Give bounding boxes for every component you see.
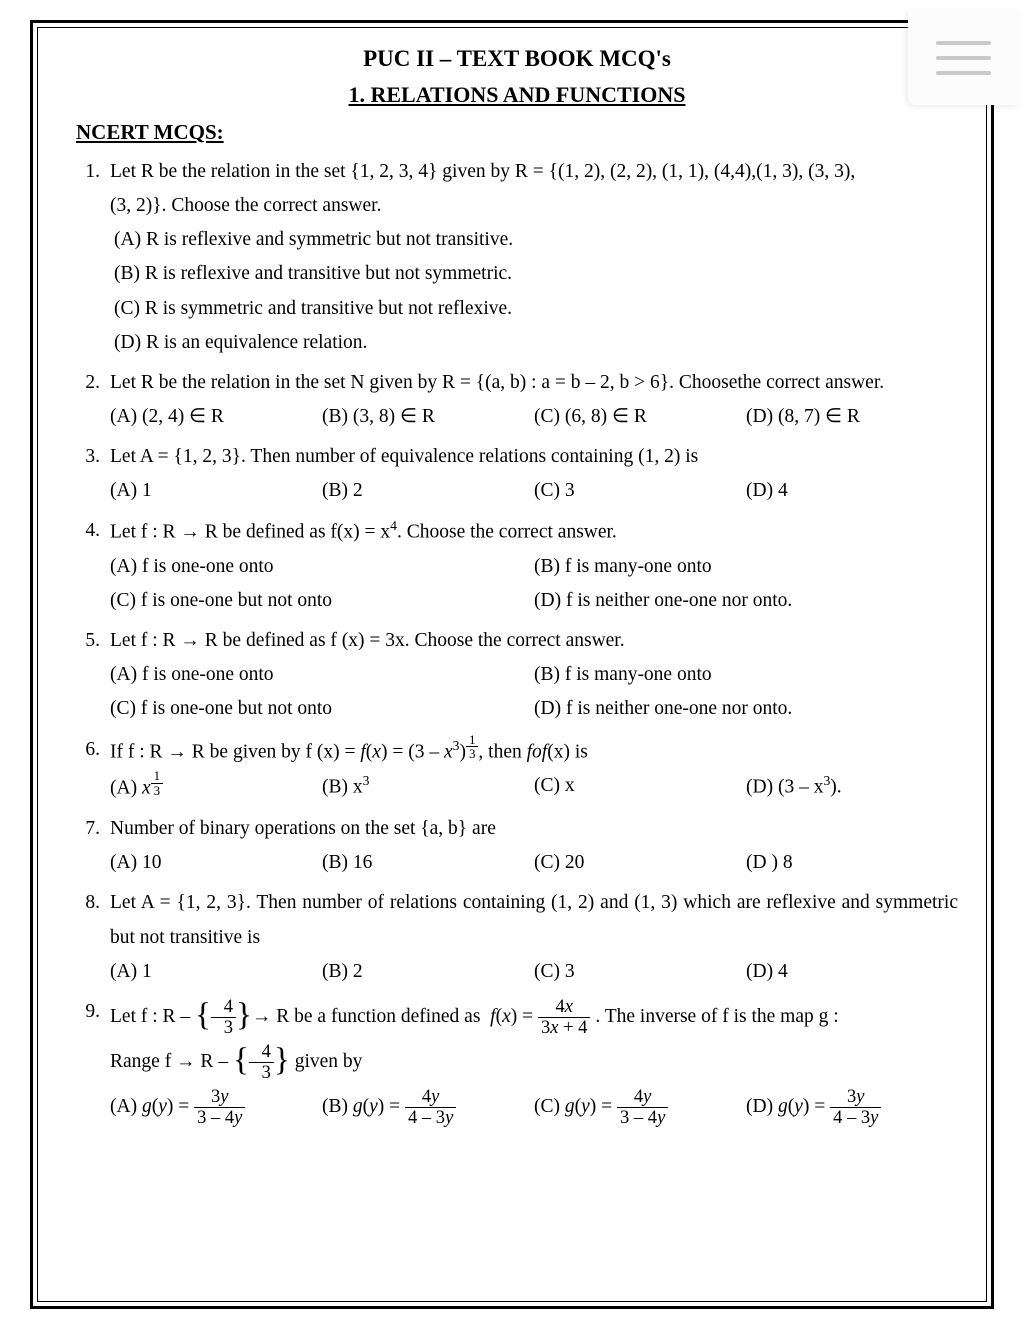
question-text: Let R be the relation in the set N given…: [110, 366, 958, 400]
option-a: (A) f is one-one onto: [110, 550, 534, 584]
option-b: (B) g(y) = 4y4 – 3y: [322, 1085, 534, 1130]
question-7: 7. Number of binary operations on the se…: [76, 812, 958, 880]
question-text: Let f : R → R be defined as f(x) = x4. C…: [110, 514, 958, 550]
option-a: (A) 10: [110, 846, 322, 880]
option-b: (B) 2: [322, 955, 534, 989]
chapter-heading: 1. RELATIONS AND FUNCTIONS: [76, 82, 958, 108]
question-number: 7.: [76, 812, 110, 880]
question-number: 6.: [76, 733, 110, 807]
question-number: 3.: [76, 440, 110, 508]
question-5: 5. Let f : R → R be defined as f (x) = 3…: [76, 624, 958, 726]
option-b: (B) x3: [322, 769, 534, 806]
option-a: (A) R is reflexive and symmetric but not…: [110, 223, 958, 257]
outer-border: PUC II – TEXT BOOK MCQ's 1. RELATIONS AN…: [30, 20, 994, 1309]
option-a: (A) g(y) = 3y3 – 4y: [110, 1085, 322, 1130]
question-text: Let A = {1, 2, 3}. Then number of equiva…: [110, 440, 958, 474]
option-c: (C) 3: [534, 955, 746, 989]
option-b: (B) 16: [322, 846, 534, 880]
question-4: 4. Let f : R → R be defined as f(x) = x4…: [76, 514, 958, 618]
option-b: (B) f is many-one onto: [534, 658, 958, 692]
option-c: (C) f is one-one but not onto: [110, 692, 534, 726]
question-6: 6. If f : R → R be given by f (x) = f(x)…: [76, 733, 958, 807]
page-title: PUC II – TEXT BOOK MCQ's: [76, 46, 958, 72]
question-number: 5.: [76, 624, 110, 726]
option-d: (D ) 8: [746, 846, 958, 880]
option-d: (D) f is neither one-one nor onto.: [534, 584, 958, 618]
option-c: (C) (6, 8) ∈ R: [534, 400, 746, 434]
option-d: (D) f is neither one-one nor onto.: [534, 692, 958, 726]
option-d: (D) g(y) = 3y4 – 3y: [746, 1085, 958, 1130]
option-d: (D) R is an equivalence relation.: [110, 326, 958, 360]
option-a: (A) 1: [110, 474, 322, 508]
option-d: (D) (3 – x3).: [746, 769, 958, 806]
question-number: 9.: [76, 995, 110, 1130]
hamburger-menu-icon[interactable]: [908, 10, 1018, 105]
question-number: 2.: [76, 366, 110, 434]
question-2: 2. Let R be the relation in the set N gi…: [76, 366, 958, 434]
question-list: 1. Let R be the relation in the set {1, …: [76, 155, 958, 1129]
question-number: 8.: [76, 886, 110, 988]
option-c: (C) R is symmetric and transitive but no…: [110, 292, 958, 326]
question-8: 8. Let A = {1, 2, 3}. Then number of rel…: [76, 886, 958, 988]
question-text: Number of binary operations on the set {…: [110, 812, 958, 846]
question-number: 1.: [76, 155, 110, 360]
option-d: (D) 4: [746, 955, 958, 989]
question-9: 9. Let f : R – {–43}→ R be a function de…: [76, 995, 958, 1130]
option-c: (C) 3: [534, 474, 746, 508]
question-text: Let R be the relation in the set {1, 2, …: [110, 155, 958, 189]
option-c: (C) f is one-one but not onto: [110, 584, 534, 618]
option-a: (A) (2, 4) ∈ R: [110, 400, 322, 434]
question-text: (3, 2)}. Choose the correct answer.: [110, 189, 958, 223]
inner-border: PUC II – TEXT BOOK MCQ's 1. RELATIONS AN…: [37, 27, 987, 1302]
page: PUC II – TEXT BOOK MCQ's 1. RELATIONS AN…: [0, 0, 1024, 1329]
option-b: (B) f is many-one onto: [534, 550, 958, 584]
option-d: (D) (8, 7) ∈ R: [746, 400, 958, 434]
option-b: (B) (3, 8) ∈ R: [322, 400, 534, 434]
question-1: 1. Let R be the relation in the set {1, …: [76, 155, 958, 360]
question-text: Let A = {1, 2, 3}. Then number of relati…: [110, 886, 958, 954]
option-d: (D) 4: [746, 474, 958, 508]
question-text: Let f : R – {–43}→ R be a function defin…: [110, 995, 958, 1040]
option-b: (B) 2: [322, 474, 534, 508]
question-3: 3. Let A = {1, 2, 3}. Then number of equ…: [76, 440, 958, 508]
option-a: (A) 1: [110, 955, 322, 989]
option-c: (C) 20: [534, 846, 746, 880]
question-text: If f : R → R be given by f (x) = f(x) = …: [110, 733, 958, 770]
option-a: (A) x13: [110, 769, 322, 806]
section-heading: NCERT MCQS:: [76, 120, 958, 145]
option-a: (A) f is one-one onto: [110, 658, 534, 692]
question-text-line2: Range f → R – {–43} given by: [110, 1040, 958, 1085]
option-c: (C) x: [534, 769, 746, 806]
question-number: 4.: [76, 514, 110, 618]
option-b: (B) R is reflexive and transitive but no…: [110, 257, 958, 291]
option-c: (C) g(y) = 4y3 – 4y: [534, 1085, 746, 1130]
question-text: Let f : R → R be defined as f (x) = 3x. …: [110, 624, 958, 658]
